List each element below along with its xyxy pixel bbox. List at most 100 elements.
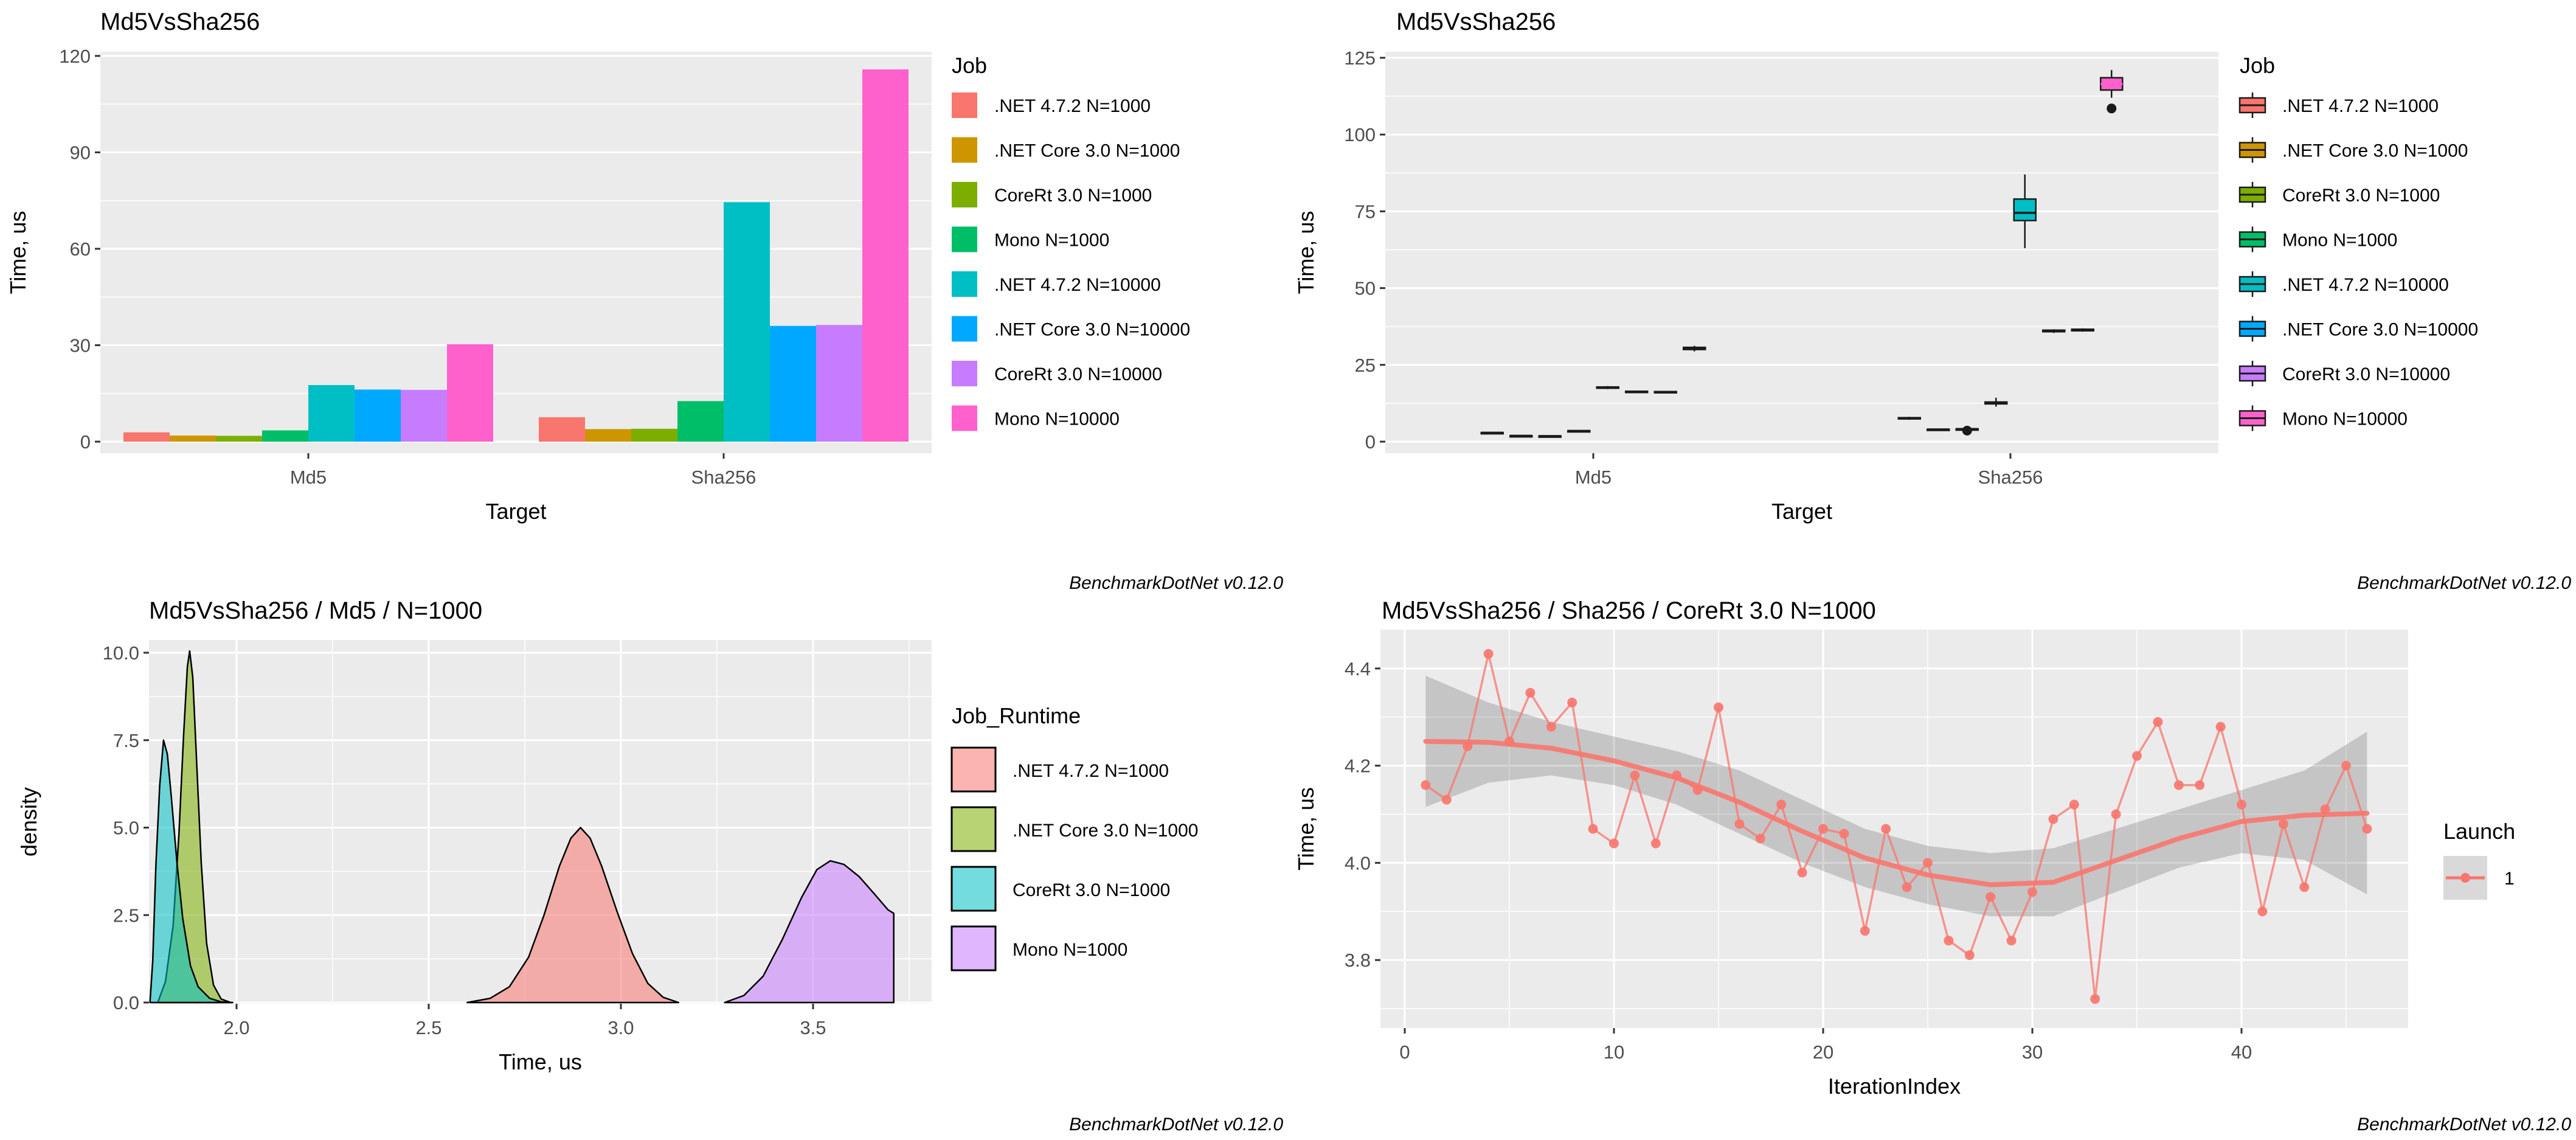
density-chart-title: Md5VsSha256 / Md5 / N=1000	[149, 597, 483, 624]
scatter-chart-svg: 3.8 4.0 4.2 4.4 0 10 20 30 40 IterationIndex Time,…	[1293, 630, 2515, 1099]
legend-item: Mono N=1000	[2238, 226, 2397, 252]
boxplot	[1683, 346, 1706, 352]
legend-title: Job_Runtime	[952, 703, 1081, 728]
legend-item: Mono N=1000	[952, 226, 1109, 252]
panel-box-chart: 0 25 50 75 100 125 Md5 Sha256 Target Time, us Job.…	[1288, 0, 2576, 570]
y-axis: 3.8 4.0 4.2 4.4	[1345, 658, 1380, 971]
gridlines-horizontal	[1385, 57, 2218, 443]
box-chart-svg: 0 25 50 75 100 125 Md5 Sha256 Target Time, us Job.…	[1293, 47, 2478, 524]
x-tick-label: Sha256	[1978, 467, 2043, 488]
x-tick-label: 3.0	[608, 1017, 634, 1038]
legend-item-label: .NET Core 3.0 N=1000	[1013, 821, 1198, 841]
legend-item-label: .NET 4.7.2 N=1000	[2282, 96, 2439, 116]
legend-item-label: .NET Core 3.0 N=1000	[994, 141, 1180, 161]
legend-item-label: .NET 4.7.2 N=1000	[994, 96, 1151, 116]
gridlines-horizontal	[1385, 96, 2218, 404]
footer-benchmarkdotnet: BenchmarkDotNet v0.12.0	[1069, 1114, 1283, 1135]
x-tick-label: Sha256	[691, 467, 757, 488]
legend-item: Mono N=10000	[2238, 405, 2408, 431]
x-axis-title: Target	[485, 499, 546, 524]
boxplot	[1897, 417, 1921, 420]
legend-title: Launch	[2443, 819, 2515, 844]
legend-item: .NET Core 3.0 N=1000	[950, 806, 1198, 852]
bar-chart-svg: 0 30 60 90 120 Md5 Sha256 Target Time, us Job .NET…	[5, 46, 1190, 524]
boxplot	[2042, 329, 2066, 333]
y-axis-title: Time, us	[1293, 211, 1318, 294]
boxplot	[1480, 431, 1504, 435]
legend-item: CoreRt 3.0 N=10000	[2238, 361, 2450, 386]
boxplot	[1984, 397, 2008, 407]
y-tick-label: 50	[1355, 278, 1376, 299]
panel-density-chart: 0.0 2.5 5.0 7.5 10.0 2.0 2.5 3.0 3.5 Time, us dens…	[0, 570, 1288, 1140]
legend-item-label: Mono N=1000	[1013, 940, 1127, 960]
legend-item: CoreRt 3.0 N=1000	[952, 182, 1152, 207]
y-tick-label: 125	[1344, 47, 1376, 69]
legend-item-label: CoreRt 3.0 N=1000	[994, 186, 1152, 206]
legend-item-label: Mono N=10000	[994, 409, 1120, 429]
x-axis: 0 10 20 30 40	[1399, 1028, 2252, 1063]
gridlines-vertical	[1509, 630, 2347, 1028]
y-axis-title: Time, us	[1293, 211, 1318, 294]
legend-item: .NET Core 3.0 N=10000	[952, 316, 1190, 342]
gridlines-vertical	[332, 640, 910, 1004]
boxplot	[2071, 328, 2094, 332]
legend: Launch 1	[2443, 819, 2515, 900]
gridlines-horizontal	[1380, 667, 2408, 961]
legend-item: .NET Core 3.0 N=1000	[2238, 137, 2468, 163]
legend-item: Mono N=1000	[950, 925, 1127, 971]
plot-area	[1380, 630, 2408, 1028]
panel-bar-chart: 0 30 60 90 120 Md5 Sha256 Target Time, us Job .NET…	[0, 0, 1288, 570]
x-axis: Md5 Sha256	[1575, 453, 2043, 488]
y-axis: 0 30 60 90 120	[59, 46, 100, 453]
legend-item: .NET 4.7.2 N=10000	[2238, 271, 2449, 297]
legend-item: Mono N=10000	[952, 405, 1120, 431]
y-tick-label: 4.4	[1345, 658, 1371, 679]
y-tick-label: 2.5	[113, 905, 139, 926]
x-tick-label: 10	[1604, 1041, 1624, 1063]
y-axis-title: density	[16, 787, 41, 857]
y-tick-label: 100	[1344, 124, 1376, 145]
boxplot	[1509, 434, 1533, 438]
bars	[123, 69, 909, 442]
legend-item: CoreRt 3.0 N=10000	[952, 361, 1162, 386]
plot-area	[1385, 52, 2218, 453]
legend-item: 1	[2443, 856, 2515, 900]
legend-item-label: Mono N=1000	[994, 231, 1109, 251]
x-tick-label: 0	[1399, 1041, 1410, 1063]
y-tick-label: 30	[70, 335, 91, 356]
legend-title: Job	[2240, 53, 2275, 78]
gridlines-horizontal	[149, 696, 932, 959]
legend-title: Job_Runtime	[952, 703, 1081, 728]
boxplot	[1927, 428, 1950, 431]
x-tick-label: 30	[2022, 1041, 2043, 1063]
x-axis-title: Time, us	[499, 1049, 582, 1074]
density-chart-svg: 0.0 2.5 5.0 7.5 10.0 2.0 2.5 3.0 3.5 Time, us dens…	[16, 640, 1198, 1074]
boxplot	[2013, 174, 2037, 248]
legend-item: .NET 4.7.2 N=1000	[950, 746, 1169, 793]
legend-item: CoreRt 3.0 N=1000	[950, 866, 1170, 912]
legend-item: CoreRt 3.0 N=1000	[2238, 182, 2440, 207]
x-axis: Md5 Sha256	[290, 453, 757, 488]
y-tick-label: 25	[1355, 355, 1376, 376]
y-tick-label: 4.0	[1345, 852, 1371, 874]
x-tick-label: 40	[2231, 1041, 2252, 1063]
y-tick-label: 90	[70, 142, 91, 163]
panel-scatter-chart: 3.8 4.0 4.2 4.4 0 10 20 30 40 IterationIndex Time,…	[1288, 570, 2576, 1140]
legend-item-label: CoreRt 3.0 N=10000	[2282, 364, 2450, 384]
y-tick-label: 3.8	[1345, 950, 1371, 971]
x-axis-title: Time, us	[499, 1049, 582, 1074]
x-axis-title: Target	[485, 499, 546, 524]
x-axis-title: Target	[1771, 499, 1832, 524]
x-axis-title: IterationIndex	[1828, 1074, 1961, 1099]
y-tick-label: 5.0	[113, 818, 139, 839]
y-tick-label: 0.0	[113, 992, 139, 1013]
y-tick-label: 60	[70, 238, 91, 260]
scatter-series	[1421, 648, 2372, 1004]
y-tick-label: 4.2	[1345, 756, 1371, 777]
footer-benchmarkdotnet: BenchmarkDotNet v0.12.0	[2357, 1114, 2571, 1135]
y-axis: 0.0 2.5 5.0 7.5 10.0	[103, 642, 149, 1013]
legend-title: Launch	[2443, 819, 2515, 844]
x-axis-title: Target	[1771, 499, 1832, 524]
density-curves	[149, 650, 895, 1004]
